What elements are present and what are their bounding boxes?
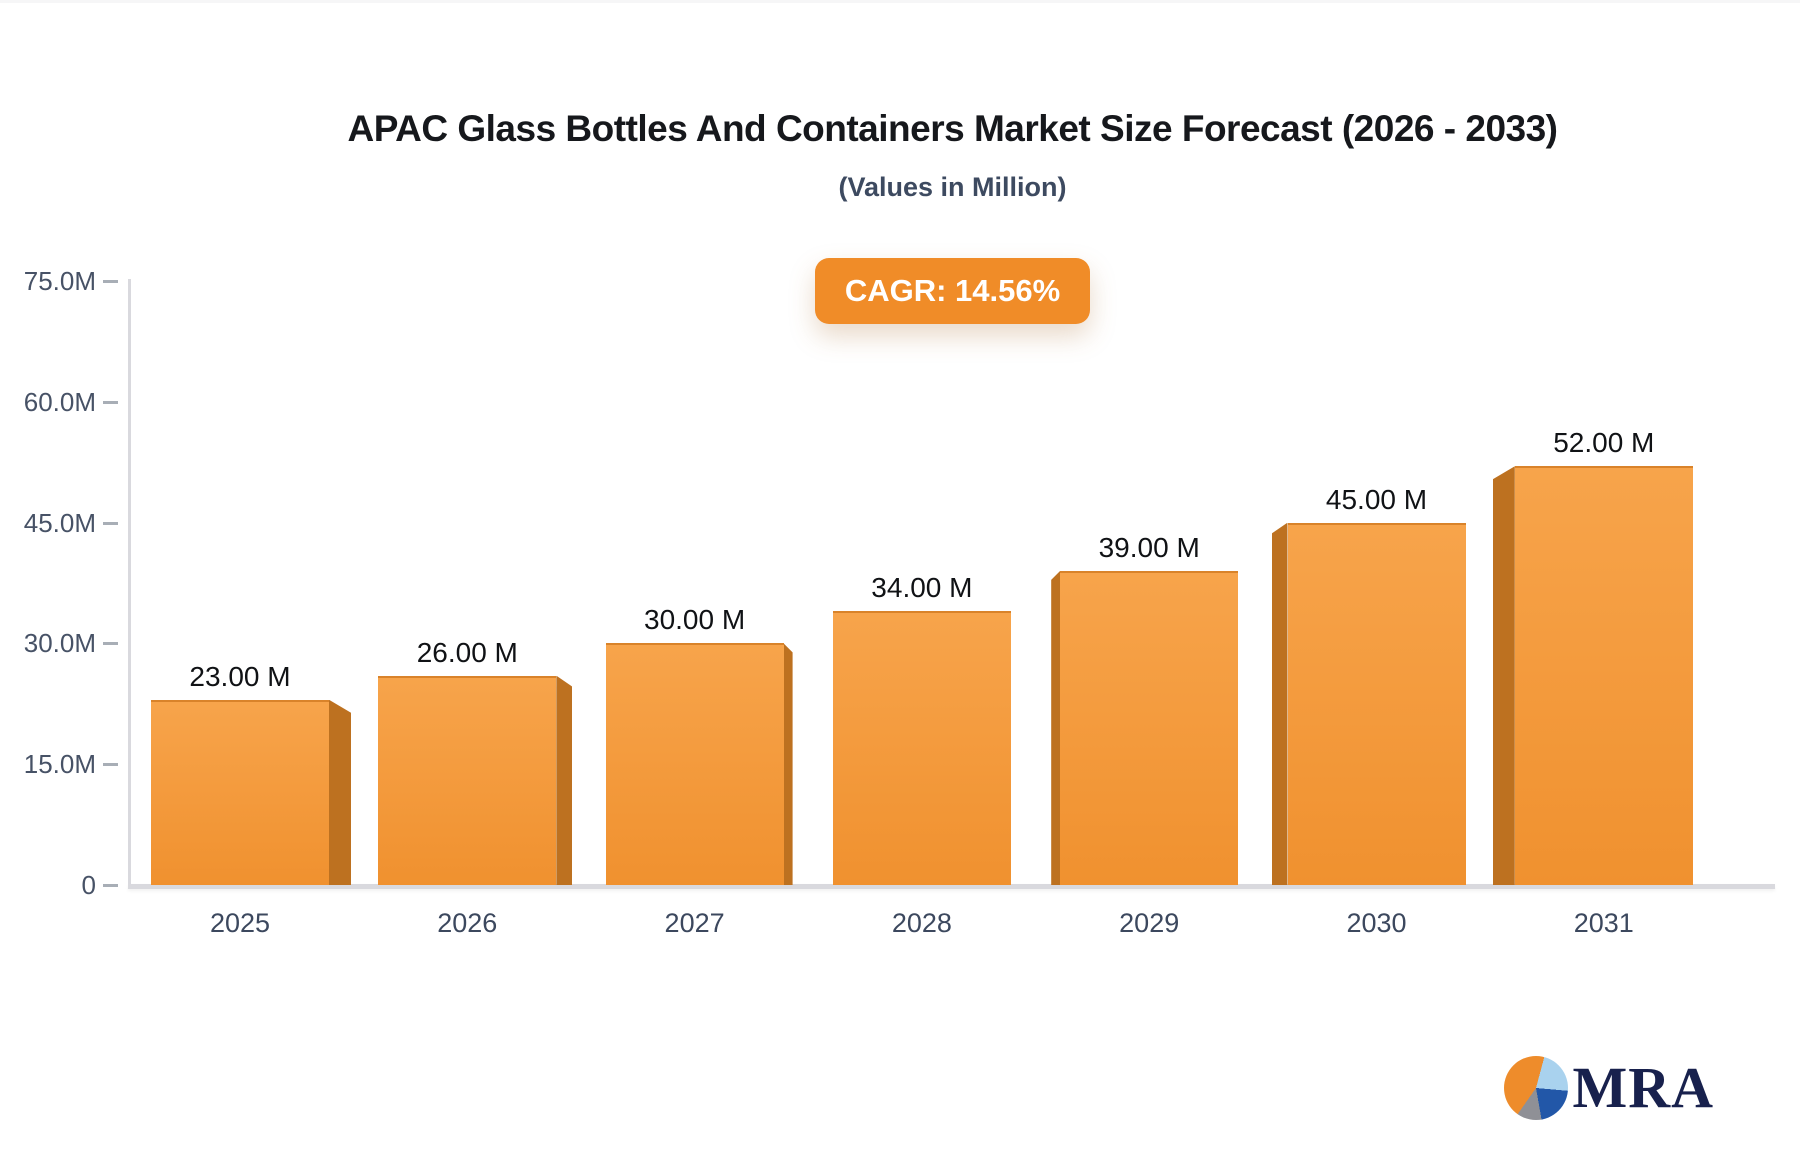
y-axis-tick-label: 15.0M <box>23 749 96 780</box>
x-axis-category-label: 2027 <box>664 908 725 938</box>
bar-value-label: 39.00 M <box>1098 531 1200 563</box>
bar-value-label: 52.00 M <box>1553 427 1655 459</box>
pie-chart-logo-icon <box>1504 1056 1569 1120</box>
bar-3d-side <box>556 675 573 885</box>
cagr-badge: CAGR: 14.56% <box>814 258 1091 324</box>
bar-2028 <box>832 611 1011 885</box>
bar-3d-side <box>1051 570 1061 885</box>
y-axis-line <box>128 279 131 889</box>
bar-2030 <box>1271 522 1466 885</box>
top-border-strip <box>0 0 1800 3</box>
chart-subtitle: (Values in Million) <box>838 172 1067 202</box>
bar-3d-side <box>1492 466 1515 885</box>
bar-value-label: 23.00 M <box>189 660 291 692</box>
x-axis-category-label: 2031 <box>1573 908 1634 938</box>
bar-front-face <box>605 643 784 885</box>
bar-value-label: 34.00 M <box>871 572 973 604</box>
brand-logo: MRA <box>1504 1056 1714 1120</box>
y-axis-tick-mark <box>103 521 118 525</box>
bar-2029 <box>1051 570 1239 885</box>
bar-front-face <box>1514 466 1693 885</box>
bar-value-label: 30.00 M <box>644 604 746 636</box>
x-axis-category-label: 2030 <box>1346 908 1407 938</box>
y-axis-tick-label: 75.0M <box>23 266 96 296</box>
bar-value-label: 45.00 M <box>1325 483 1428 515</box>
chart-title: APAC Glass Bottles And Containers Market… <box>347 108 1558 149</box>
bar-2025 <box>151 699 351 885</box>
bar-value-label: 26.00 M <box>416 636 518 668</box>
bar-3d-side <box>329 699 351 885</box>
y-axis-tick-label: 0 <box>81 870 96 900</box>
bar-3d-side <box>783 643 793 885</box>
bar-front-face <box>151 699 329 885</box>
x-axis-category-label: 2029 <box>1119 908 1180 938</box>
bar-3d-side <box>1271 522 1288 885</box>
bar-2031 <box>1492 466 1693 885</box>
y-axis-tick-label: 60.0M <box>23 386 96 417</box>
bar-front-face <box>832 611 1011 885</box>
y-axis-tick-mark <box>103 763 118 767</box>
y-axis-tick-label: 45.0M <box>23 507 96 538</box>
x-axis-category-label: 2026 <box>437 908 498 938</box>
bar-2026 <box>378 675 573 885</box>
cagr-badge-row: CAGR: 14.56% <box>130 258 1775 324</box>
bar-front-face <box>1287 522 1466 885</box>
y-axis-tick-mark <box>103 642 118 646</box>
y-axis-tick-label: 30.0M <box>23 628 96 659</box>
bar-2027 <box>605 643 793 885</box>
y-axis-tick-mark <box>103 400 118 404</box>
x-axis-category-label: 2025 <box>209 908 271 938</box>
x-axis-baseline <box>128 884 1775 889</box>
bar-front-face <box>378 675 557 885</box>
y-axis-tick-mark <box>103 280 118 283</box>
x-axis-category-label: 2028 <box>891 908 952 938</box>
brand-logo-text: MRA <box>1572 1055 1714 1120</box>
y-axis-tick-mark <box>103 884 118 887</box>
bar-front-face <box>1060 570 1239 885</box>
